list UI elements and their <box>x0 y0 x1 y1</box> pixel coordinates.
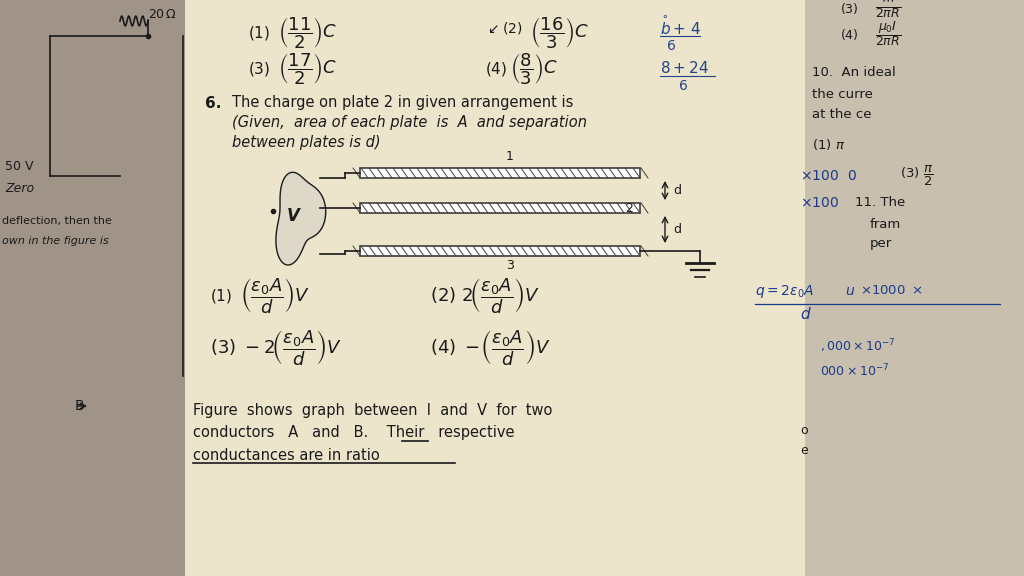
Text: $000\times10^{-7}$: $000\times10^{-7}$ <box>820 363 890 380</box>
Text: $\left(\dfrac{11}{2}\right)C$: $\left(\dfrac{11}{2}\right)C$ <box>278 15 337 51</box>
Text: $(3)\ -2\!\left(\dfrac{\varepsilon_0 A}{d}\right)V$: $(3)\ -2\!\left(\dfrac{\varepsilon_0 A}{… <box>210 328 342 368</box>
Text: $(1)$: $(1)$ <box>210 287 232 305</box>
Bar <box>360 168 640 178</box>
Text: $\left(\dfrac{16}{3}\right)C$: $\left(\dfrac{16}{3}\right)C$ <box>530 15 589 51</box>
Text: $(1)\ \pi$: $(1)\ \pi$ <box>812 137 845 151</box>
Bar <box>0 0 185 576</box>
Text: $20\,\Omega$: $20\,\Omega$ <box>148 7 177 21</box>
Text: $(4)\ -\!\left(\dfrac{\varepsilon_0 A}{d}\right)V$: $(4)\ -\!\left(\dfrac{\varepsilon_0 A}{d… <box>430 328 551 368</box>
Text: $(1)$: $(1)$ <box>248 24 270 42</box>
Text: $(3)$: $(3)$ <box>248 60 270 78</box>
Text: $,000\times10^{-7}$: $,000\times10^{-7}$ <box>820 337 896 355</box>
Text: $\left(\dfrac{\varepsilon_0 A}{d}\right)V$: $\left(\dfrac{\varepsilon_0 A}{d}\right)… <box>240 276 310 316</box>
Text: Zero: Zero <box>5 181 34 195</box>
Text: the curre: the curre <box>812 88 872 100</box>
Text: $\dfrac{\cdots}{2\pi R}$: $\dfrac{\cdots}{2\pi R}$ <box>874 0 901 20</box>
Text: $u$: $u$ <box>845 284 855 298</box>
Bar <box>185 0 805 576</box>
Text: between plates is d): between plates is d) <box>232 135 381 150</box>
Text: 10.  An ideal: 10. An ideal <box>812 66 896 79</box>
Text: 6.: 6. <box>205 96 221 111</box>
Text: d: d <box>673 223 681 236</box>
Text: $8+24$: $8+24$ <box>660 60 709 76</box>
Text: 11. The: 11. The <box>855 196 905 210</box>
Text: $\times 100$: $\times 100$ <box>800 196 839 210</box>
Text: $\swarrow(2)$: $\swarrow(2)$ <box>485 20 522 36</box>
Text: $\times 1000\ \times$: $\times 1000\ \times$ <box>860 285 923 297</box>
Text: 1: 1 <box>506 150 514 163</box>
Text: per: per <box>870 237 892 251</box>
Text: $d$: $d$ <box>800 306 812 322</box>
Text: V: V <box>287 207 299 225</box>
Text: $(3)\ \dfrac{\pi}{2}$: $(3)\ \dfrac{\pi}{2}$ <box>900 164 934 188</box>
Text: 2: 2 <box>625 202 633 214</box>
Text: (Given,  area of each plate  is  A  and separation: (Given, area of each plate is A and sepa… <box>232 116 587 131</box>
Text: $(4)$: $(4)$ <box>485 60 507 78</box>
Text: conductors   A   and   B.    Their   respective: conductors A and B. Their respective <box>193 426 514 441</box>
Text: conductances are in ratio: conductances are in ratio <box>193 448 380 463</box>
Text: d: d <box>673 184 681 197</box>
Text: $(2)\ 2\!\left(\dfrac{\varepsilon_0 A}{d}\right)V$: $(2)\ 2\!\left(\dfrac{\varepsilon_0 A}{d… <box>430 276 540 316</box>
Text: e: e <box>800 445 808 457</box>
Text: fram: fram <box>870 218 901 230</box>
Text: $q=2\varepsilon_0 A$: $q=2\varepsilon_0 A$ <box>755 282 814 300</box>
Text: $(3)$: $(3)$ <box>840 2 859 17</box>
Text: $6$: $6$ <box>678 79 688 93</box>
Text: $(4)$: $(4)$ <box>840 26 859 41</box>
Text: o: o <box>800 425 808 438</box>
Text: B: B <box>75 399 85 413</box>
Text: $6$: $6$ <box>666 39 676 53</box>
Text: 3: 3 <box>506 259 514 272</box>
Text: Figure  shows  graph  between  I  and  V  for  two: Figure shows graph between I and V for t… <box>193 404 552 419</box>
Text: $\overset{\circ}{b}+\,4$: $\overset{\circ}{b}+\,4$ <box>660 14 701 38</box>
Text: $\times 100\ \ 0$: $\times 100\ \ 0$ <box>800 169 857 183</box>
Text: The charge on plate 2 in given arrangement is: The charge on plate 2 in given arrangeme… <box>232 96 573 111</box>
Text: own in the figure is: own in the figure is <box>2 236 109 246</box>
Text: 50 V: 50 V <box>5 160 34 172</box>
Polygon shape <box>275 172 326 265</box>
Bar <box>360 203 640 213</box>
Text: at the ce: at the ce <box>812 108 871 122</box>
Bar <box>360 246 640 256</box>
Text: $\left(\dfrac{17}{2}\right)C$: $\left(\dfrac{17}{2}\right)C$ <box>278 51 337 87</box>
Text: deflection, then the: deflection, then the <box>2 216 112 226</box>
Text: $\left(\dfrac{8}{3}\right)C$: $\left(\dfrac{8}{3}\right)C$ <box>510 51 558 87</box>
Bar <box>805 0 1024 576</box>
Text: $\dfrac{\mu_0 I}{2\pi R}$: $\dfrac{\mu_0 I}{2\pi R}$ <box>874 20 901 48</box>
